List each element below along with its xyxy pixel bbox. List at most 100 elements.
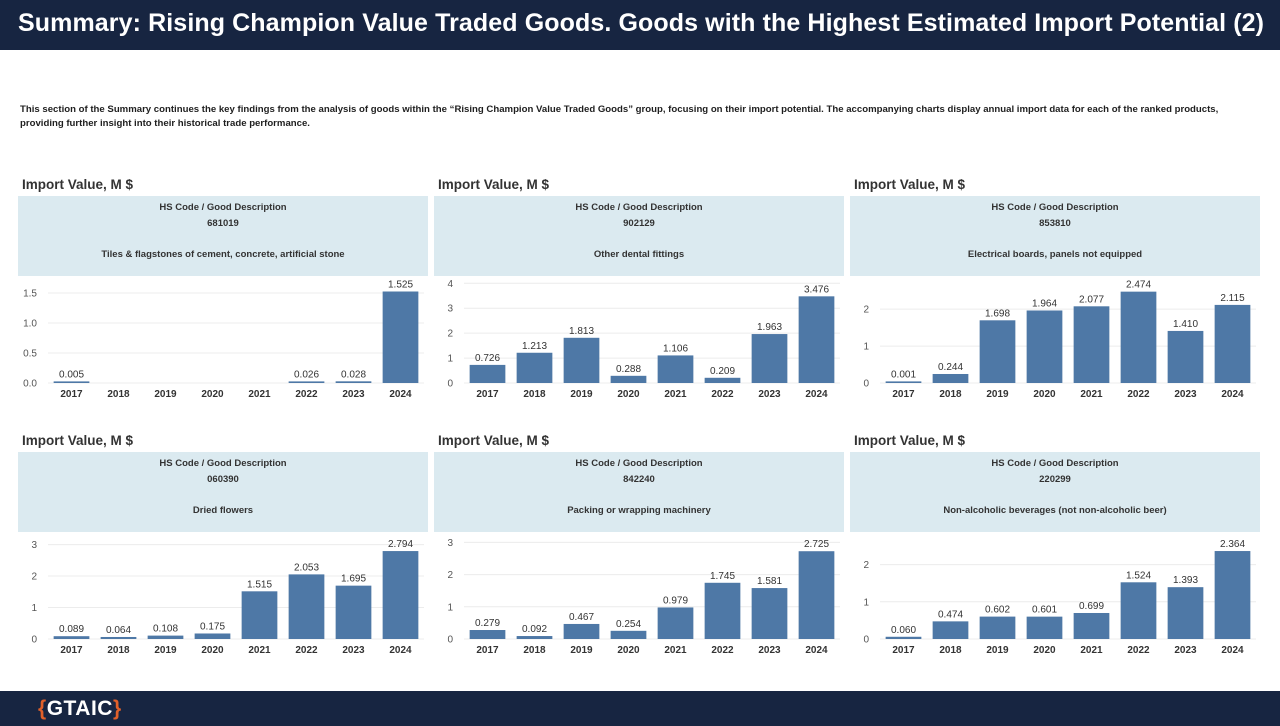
data-label: 2.364 xyxy=(1220,539,1245,550)
x-tick-label: 2019 xyxy=(986,389,1009,400)
x-tick-label: 2020 xyxy=(201,389,224,400)
x-tick-label: 2017 xyxy=(892,645,915,656)
bar xyxy=(932,621,969,639)
x-tick-label: 2019 xyxy=(154,389,177,400)
x-tick-label: 2017 xyxy=(60,389,83,400)
hs-code: 842240 xyxy=(623,474,655,485)
y-tick-label: 2 xyxy=(863,305,869,316)
bar-chart-svg: 0 1 2 3 0.089 2017 0.064 2018 0.108 2019 0.175 2020… xyxy=(31,539,424,656)
bar xyxy=(751,588,788,639)
desc-header: HS Code / Good Description xyxy=(575,202,703,213)
good-description: Other dental fittings xyxy=(593,249,685,260)
bar xyxy=(704,582,741,639)
x-tick-label: 2021 xyxy=(248,389,271,400)
x-tick-label: 2023 xyxy=(342,389,365,400)
bar xyxy=(885,636,922,639)
bar xyxy=(657,355,694,383)
y-tick-label: 2 xyxy=(863,560,869,571)
bar-chart: 0.0 0.5 1.0 1.5 0.005 2017 2018 2019 2020 2021 0.0… xyxy=(18,277,428,407)
data-label: 2.115 xyxy=(1220,293,1245,304)
x-tick-label: 2022 xyxy=(1127,389,1150,400)
data-label: 0.092 xyxy=(522,624,547,635)
bar xyxy=(1026,310,1063,383)
bar xyxy=(1120,582,1157,639)
x-tick-label: 2023 xyxy=(758,389,781,400)
x-tick-label: 2017 xyxy=(892,389,915,400)
desc-header: HS Code / Good Description xyxy=(159,202,287,213)
bar xyxy=(751,334,788,383)
data-label: 1.695 xyxy=(341,574,366,585)
hs-code: 220299 xyxy=(1039,474,1071,485)
x-tick-label: 2023 xyxy=(1174,645,1197,656)
page-title: Summary: Rising Champion Value Traded Go… xyxy=(18,9,1265,37)
good-description: Packing or wrapping machinery xyxy=(567,505,711,516)
x-tick-label: 2020 xyxy=(617,389,640,400)
y-tick-label: 3 xyxy=(447,304,453,315)
data-label: 0.244 xyxy=(938,362,963,373)
chart-title: Import Value, M $ xyxy=(438,177,550,192)
x-tick-label: 2022 xyxy=(295,645,318,656)
bar xyxy=(610,630,647,639)
good-description: Dried flowers xyxy=(192,505,254,516)
data-label: 0.602 xyxy=(985,605,1010,616)
y-tick-label: 1 xyxy=(863,597,869,608)
x-tick-label: 2021 xyxy=(664,645,687,656)
bar xyxy=(1167,330,1204,383)
bar xyxy=(798,296,835,383)
hs-code: 902129 xyxy=(623,218,655,229)
y-tick-label: 1 xyxy=(447,602,453,613)
footer-bar: {GTAIC} xyxy=(0,691,1280,726)
y-tick-label: 1 xyxy=(31,603,37,614)
data-label: 2.077 xyxy=(1079,294,1104,305)
good-description-box: HS Code / Good Description 060390 Dried … xyxy=(18,452,428,532)
data-label: 0.005 xyxy=(59,369,84,380)
y-tick-label: 2 xyxy=(31,572,37,583)
y-tick-label: 1 xyxy=(447,354,453,365)
bar xyxy=(516,352,553,383)
x-tick-label: 2024 xyxy=(1221,645,1244,656)
bar-chart-svg: 0.0 0.5 1.0 1.5 0.005 2017 2018 2019 2020 2021 0.0… xyxy=(23,280,424,400)
bar xyxy=(382,551,419,639)
bar xyxy=(53,636,90,639)
data-label: 1.524 xyxy=(1126,570,1151,581)
bar-chart: 0 1 2 0.060 2017 0.474 2018 0.602 2019 0.601 2020 0… xyxy=(850,533,1260,663)
y-tick-label: 0 xyxy=(447,379,453,390)
chart-panel-4: Import Value, M $ HS Code / Good Descrip… xyxy=(18,433,428,663)
title-bar: Summary: Rising Champion Value Traded Go… xyxy=(0,0,1280,50)
chart-title: Import Value, M $ xyxy=(438,433,550,448)
data-label: 0.474 xyxy=(938,609,963,620)
good-description: Electrical boards, panels not equipped xyxy=(967,249,1143,260)
x-tick-label: 2019 xyxy=(154,645,177,656)
bar-chart: 0 1 2 3 4 0.726 2017 1.213 2018 1.813 2019 0.288 202… xyxy=(434,277,844,407)
x-tick-label: 2021 xyxy=(1080,389,1103,400)
bar xyxy=(288,381,325,383)
hs-code: 060390 xyxy=(207,474,239,485)
bar-chart-svg: 0 1 2 0.060 2017 0.474 2018 0.602 2019 0.601 2020 0… xyxy=(863,539,1256,656)
y-tick-label: 4 xyxy=(447,279,453,290)
data-label: 0.979 xyxy=(663,595,688,606)
data-label: 1.698 xyxy=(985,308,1010,319)
data-label: 1.964 xyxy=(1032,298,1057,309)
good-description: Non-alcoholic beverages (not non-alcohol… xyxy=(943,505,1167,516)
good-description-box: HS Code / Good Description 853810 Electr… xyxy=(850,196,1260,276)
bar xyxy=(194,633,231,639)
desc-header: HS Code / Good Description xyxy=(159,458,287,469)
x-tick-label: 2024 xyxy=(805,389,828,400)
x-tick-label: 2018 xyxy=(939,389,962,400)
x-tick-label: 2018 xyxy=(107,389,130,400)
x-tick-label: 2024 xyxy=(389,389,412,400)
good-description-box: HS Code / Good Description 681019 Tiles … xyxy=(18,196,428,276)
chart-title: Import Value, M $ xyxy=(22,433,134,448)
data-label: 1.581 xyxy=(757,576,782,587)
data-label: 1.410 xyxy=(1173,319,1198,330)
y-tick-label: 1.0 xyxy=(23,319,37,330)
x-tick-label: 2018 xyxy=(939,645,962,656)
good-description-box: HS Code / Good Description 220299 Non-al… xyxy=(850,452,1260,532)
bar xyxy=(1073,612,1110,639)
x-tick-label: 2023 xyxy=(758,645,781,656)
data-label: 1.963 xyxy=(757,322,782,333)
x-tick-label: 2019 xyxy=(986,645,1009,656)
chart-title: Import Value, M $ xyxy=(854,177,966,192)
y-tick-label: 0.5 xyxy=(23,349,37,360)
data-label: 3.476 xyxy=(804,284,829,295)
